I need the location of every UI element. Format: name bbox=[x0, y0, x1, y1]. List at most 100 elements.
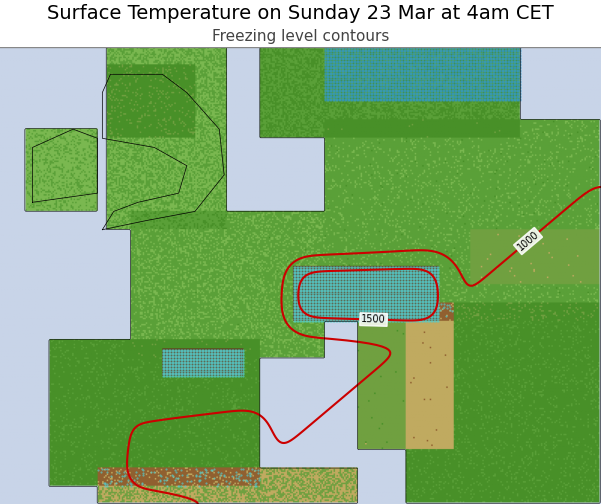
Point bbox=[349, 52, 359, 60]
Point bbox=[492, 46, 502, 54]
Point bbox=[480, 92, 490, 100]
Point bbox=[394, 75, 404, 83]
Point bbox=[402, 62, 412, 71]
Point bbox=[206, 362, 216, 370]
Point bbox=[403, 74, 413, 82]
Point bbox=[376, 71, 386, 79]
Point bbox=[332, 72, 342, 80]
Point bbox=[424, 295, 434, 303]
Point bbox=[415, 272, 425, 280]
Point bbox=[408, 64, 418, 72]
Point bbox=[361, 278, 371, 286]
Point bbox=[363, 68, 373, 76]
Point bbox=[417, 59, 427, 68]
Point bbox=[222, 355, 232, 363]
Point bbox=[343, 90, 353, 98]
Point bbox=[376, 290, 386, 298]
Point bbox=[515, 53, 525, 61]
Point bbox=[399, 307, 409, 316]
Point bbox=[341, 64, 351, 72]
Point bbox=[182, 471, 192, 479]
Point bbox=[381, 271, 391, 279]
Point bbox=[358, 78, 368, 86]
Point bbox=[366, 317, 376, 325]
Point bbox=[412, 310, 422, 319]
Point bbox=[204, 370, 214, 378]
Point bbox=[350, 90, 360, 98]
Point bbox=[406, 47, 416, 55]
Point bbox=[355, 58, 365, 66]
Point bbox=[430, 306, 440, 314]
Point bbox=[442, 90, 452, 98]
Point bbox=[219, 358, 229, 366]
Point bbox=[379, 86, 389, 94]
Point bbox=[385, 78, 395, 86]
Point bbox=[453, 80, 463, 88]
Point bbox=[456, 75, 466, 83]
Point bbox=[412, 271, 422, 279]
Point bbox=[188, 350, 198, 358]
Point bbox=[405, 66, 415, 74]
Point bbox=[486, 71, 496, 79]
Point bbox=[379, 81, 389, 89]
Point bbox=[117, 472, 127, 480]
Point bbox=[353, 271, 363, 279]
Point bbox=[203, 364, 213, 372]
Point bbox=[459, 66, 469, 74]
Point bbox=[384, 92, 394, 100]
Point bbox=[402, 277, 412, 285]
Point bbox=[299, 266, 309, 274]
Point bbox=[357, 78, 367, 86]
Point bbox=[316, 280, 326, 288]
Point bbox=[341, 96, 351, 104]
Point bbox=[427, 77, 437, 85]
Point bbox=[500, 58, 510, 66]
Point bbox=[420, 72, 430, 80]
Point bbox=[512, 93, 522, 101]
Point bbox=[376, 83, 386, 91]
Point bbox=[399, 281, 409, 289]
Point bbox=[329, 66, 339, 74]
Point bbox=[185, 365, 195, 373]
Point bbox=[346, 303, 356, 311]
Point bbox=[296, 281, 306, 289]
Point bbox=[456, 93, 466, 101]
Point bbox=[384, 268, 394, 276]
Point bbox=[399, 68, 409, 76]
Point bbox=[468, 55, 478, 63]
Point bbox=[424, 77, 434, 85]
Point bbox=[225, 353, 235, 361]
Point bbox=[161, 370, 171, 378]
Point bbox=[460, 72, 470, 80]
Point bbox=[165, 352, 175, 360]
Point bbox=[182, 356, 192, 364]
Point bbox=[334, 46, 344, 54]
Point bbox=[438, 68, 448, 76]
Point bbox=[378, 66, 388, 74]
Point bbox=[417, 90, 427, 98]
Point bbox=[388, 83, 398, 91]
Point bbox=[382, 47, 392, 55]
Point bbox=[93, 466, 103, 474]
Point bbox=[307, 286, 317, 294]
Point bbox=[228, 364, 238, 372]
Point bbox=[423, 69, 433, 77]
Point bbox=[384, 281, 394, 289]
Point bbox=[171, 350, 181, 358]
Point bbox=[320, 95, 330, 103]
Point bbox=[376, 96, 386, 104]
Point bbox=[343, 83, 353, 91]
Point bbox=[329, 280, 339, 288]
Point bbox=[512, 47, 522, 55]
Point bbox=[350, 284, 360, 292]
Point bbox=[411, 95, 421, 103]
Point bbox=[427, 265, 437, 273]
Point bbox=[403, 290, 413, 298]
Point bbox=[357, 298, 367, 306]
Point bbox=[382, 272, 392, 280]
Point bbox=[363, 83, 373, 91]
Point bbox=[320, 286, 330, 294]
Point bbox=[222, 371, 232, 380]
Point bbox=[343, 303, 353, 311]
Point bbox=[412, 83, 422, 91]
